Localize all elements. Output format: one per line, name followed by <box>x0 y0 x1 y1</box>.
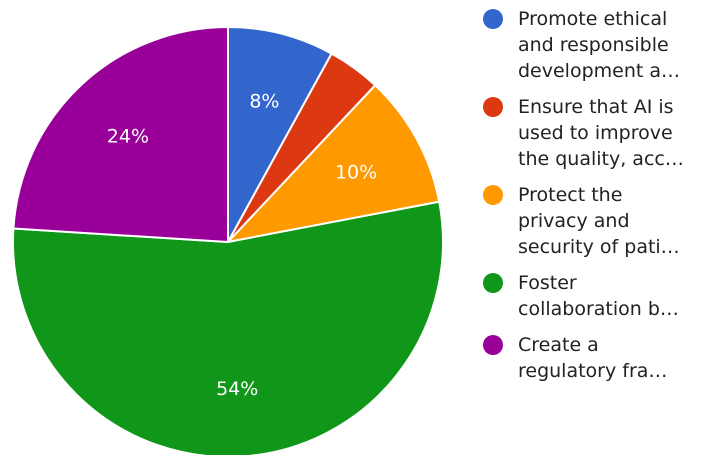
legend-swatch-icon <box>483 97 503 117</box>
legend-item[interactable]: Create a regulatory fra… <box>483 332 712 384</box>
legend-item[interactable]: Protect the privacy and security of pati… <box>483 182 712 260</box>
legend-item[interactable]: Foster collaboration b… <box>483 270 712 322</box>
legend-label: Foster collaboration b… <box>518 272 679 320</box>
legend-swatch-icon <box>483 185 503 205</box>
legend-label: Promote ethical and responsible developm… <box>518 8 681 82</box>
pie-slices <box>12 25 444 455</box>
legend-item[interactable]: Promote ethical and responsible developm… <box>483 6 712 84</box>
legend-item[interactable]: Ensure that AI is used to improve the qu… <box>483 94 712 172</box>
legend-label: Create a regulatory fra… <box>518 334 668 382</box>
legend-swatch-icon <box>483 273 503 293</box>
pie-slice-1[interactable] <box>227 25 333 243</box>
slice-data-label: 10% <box>335 162 377 184</box>
chart-legend: Promote ethical and responsible developm… <box>483 6 712 384</box>
slice-data-label: 8% <box>249 90 279 112</box>
pie-slice-3[interactable] <box>225 83 441 244</box>
pie-data-labels: 8% 10% 54% 24% <box>107 90 377 400</box>
slice-data-label: 54% <box>216 378 258 400</box>
pie-slice-5[interactable] <box>12 25 229 244</box>
legend-label: Ensure that AI is used to improve the qu… <box>518 96 684 170</box>
legend-swatch-icon <box>483 9 503 29</box>
legend-swatch-icon <box>483 335 503 355</box>
slice-data-label: 24% <box>107 125 149 147</box>
pie-slice-4[interactable] <box>12 200 444 455</box>
legend-label: Protect the privacy and security of pati… <box>518 184 680 258</box>
pie-chart: 8% 10% 54% 24% <box>12 25 444 455</box>
